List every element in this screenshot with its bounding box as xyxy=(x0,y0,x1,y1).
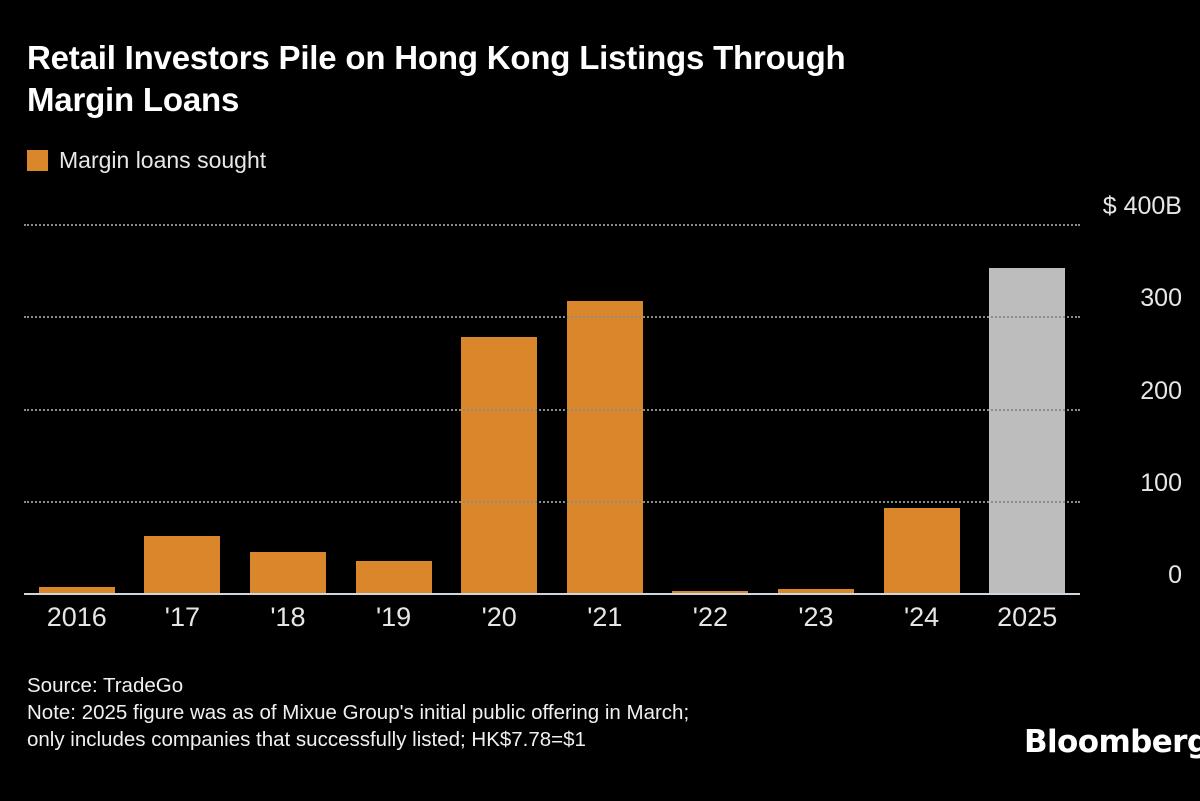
footer-note-line-1: Note: 2025 figure was as of Mixue Group'… xyxy=(27,701,690,724)
footer-note-line-2: only includes companies that successfull… xyxy=(27,728,586,751)
x-axis-label-21: '21 xyxy=(587,602,623,632)
bar-21 xyxy=(566,300,643,593)
bar-18 xyxy=(250,551,326,593)
x-axis-label-23: '23 xyxy=(798,602,834,632)
gridline-300 xyxy=(24,316,1080,319)
x-axis-label-24: '24 xyxy=(904,602,940,632)
bar-19 xyxy=(355,560,432,593)
plot-area xyxy=(24,200,1080,596)
footer-source: Source: TradeGo xyxy=(27,674,184,697)
y-axis-label-200: 200 xyxy=(1140,376,1182,405)
x-axis-label-22: '22 xyxy=(692,602,728,632)
bloomberg-logo: Bloomberg xyxy=(1024,724,1200,760)
bar-17 xyxy=(144,535,221,593)
x-axis-baseline xyxy=(24,593,1080,595)
y-axis-label-0: 0 xyxy=(1168,561,1182,589)
bar-2016 xyxy=(38,587,115,593)
bars-layer xyxy=(24,200,1080,596)
x-axis-label-20: '20 xyxy=(481,602,517,632)
bar-20 xyxy=(461,336,538,593)
chart-title: Retail Investors Pile on Hong Kong Listi… xyxy=(27,39,846,118)
y-axis-labels: 0 100 200 300 $ 400B xyxy=(1085,180,1190,600)
x-axis-label-2025: 2025 xyxy=(997,602,1058,632)
legend-label-margin-loans: Margin loans sought xyxy=(59,147,267,173)
x-axis-label-19: '19 xyxy=(376,602,412,632)
bar-22 xyxy=(672,591,749,593)
chart-legend: Margin loans sought xyxy=(27,149,266,172)
y-axis-label-300: 300 xyxy=(1140,284,1182,313)
gridline-200 xyxy=(24,408,1080,411)
x-axis-label-18: '18 xyxy=(270,602,306,632)
y-axis-label-400: $ 400B xyxy=(1102,192,1182,220)
gridline-400 xyxy=(24,224,1080,226)
gridline-100 xyxy=(24,500,1080,503)
legend-swatch-margin-loans xyxy=(27,150,48,171)
y-axis-label-100: 100 xyxy=(1140,468,1182,497)
x-axis-label-17: '17 xyxy=(164,602,200,632)
bar-24 xyxy=(883,508,960,593)
chart-footer: Source: TradeGo Note: 2025 figure was as… xyxy=(27,672,987,753)
x-axis-labels: 2016 '17 '18 '19 '20 '21 '22 '23 '24 2025 xyxy=(24,602,1080,642)
bar-23 xyxy=(778,589,854,593)
x-axis-label-2016: 2016 xyxy=(46,602,107,632)
bar-2025 xyxy=(989,268,1066,593)
